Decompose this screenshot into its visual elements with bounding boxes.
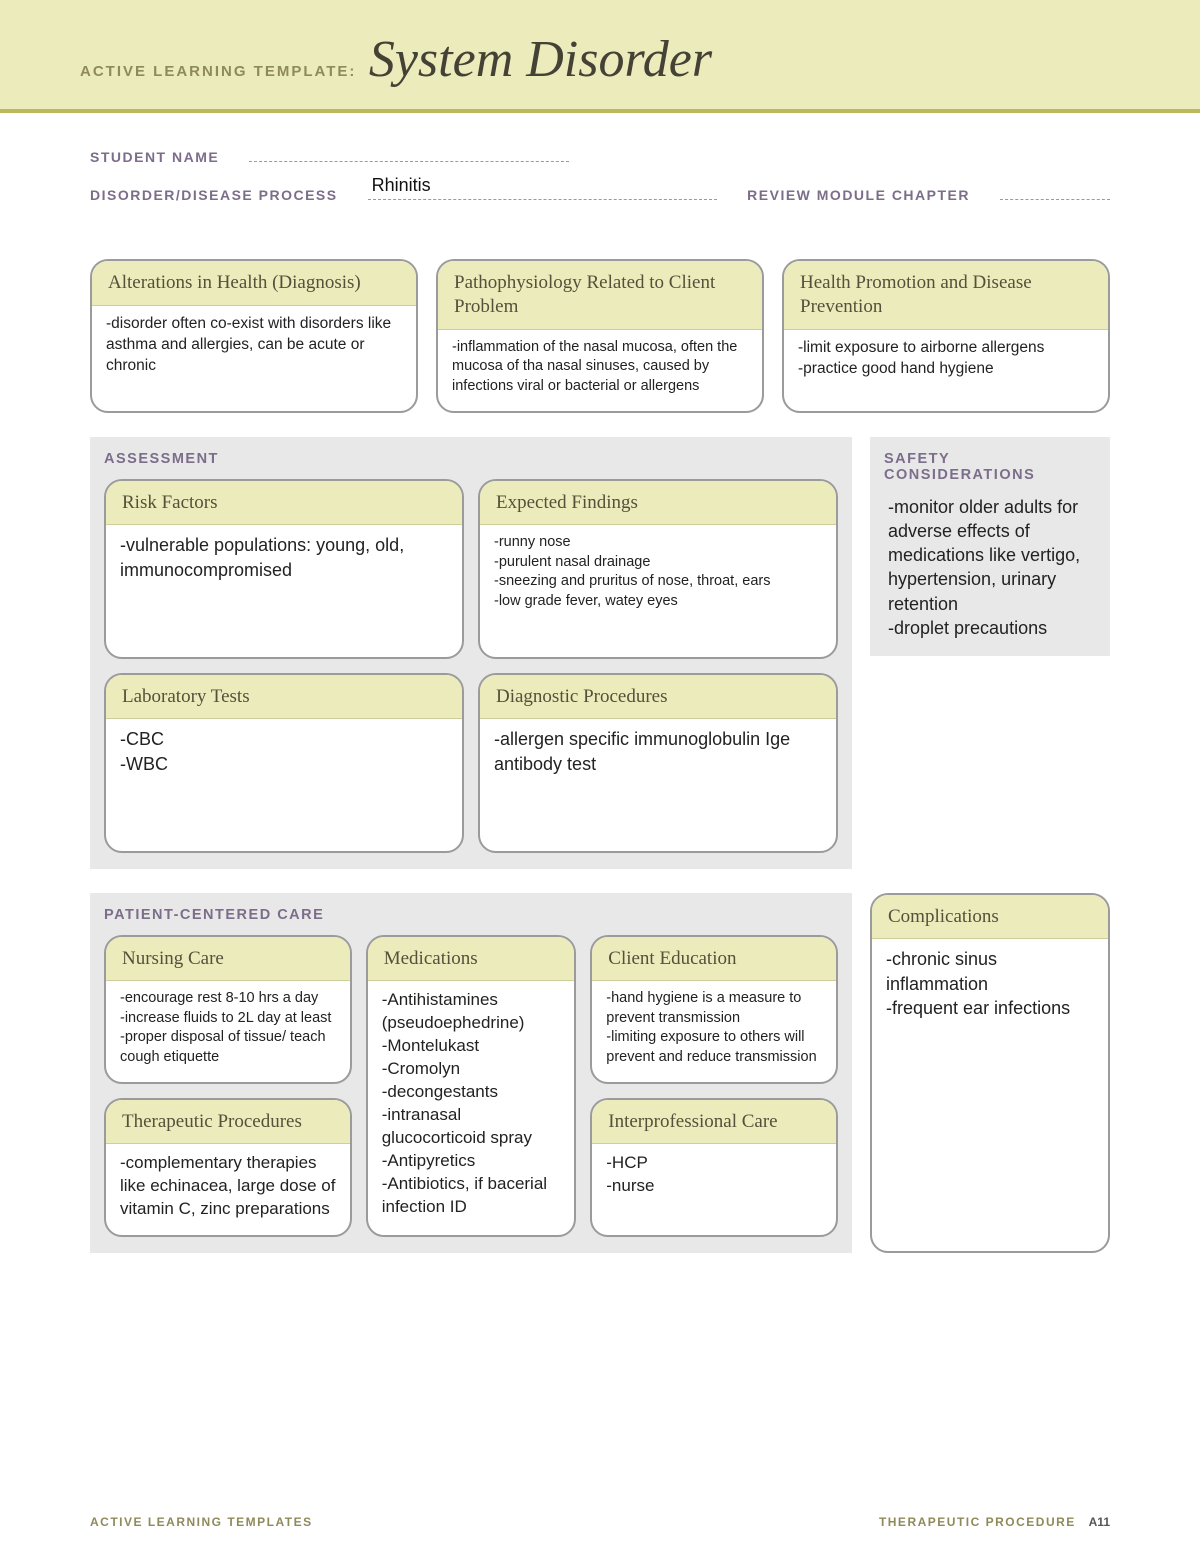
pcc-label: PATIENT-CENTERED CARE bbox=[104, 907, 838, 923]
diagnostic-procedures-title: Diagnostic Procedures bbox=[480, 675, 836, 720]
client-education-body: -hand hygiene is a measure to prevent tr… bbox=[592, 981, 836, 1081]
pcc-section: PATIENT-CENTERED CARE Nursing Care -enco… bbox=[90, 893, 852, 1254]
nursing-care-title: Nursing Care bbox=[106, 937, 350, 982]
pathophysiology-card: Pathophysiology Related to Client Proble… bbox=[436, 259, 764, 412]
complications-column: Complications -chronic sinus inflammatio… bbox=[870, 893, 1110, 1254]
pcc-col-2: Medications -Antihistamines (pseudoephed… bbox=[366, 935, 577, 1238]
disorder-label: DISORDER/DISEASE PROCESS bbox=[90, 187, 338, 203]
expected-findings-card: Expected Findings -runny nose -purulent … bbox=[478, 479, 838, 659]
fields-block: STUDENT NAME DISORDER/DISEASE PROCESS Rh… bbox=[0, 113, 1200, 239]
pathophysiology-body: -inflammation of the nasal mucosa, often… bbox=[438, 330, 762, 411]
disorder-review-row: DISORDER/DISEASE PROCESS Rhinitis REVIEW… bbox=[90, 181, 1110, 203]
footer-right: THERAPEUTIC PROCEDURE A11 bbox=[879, 1515, 1110, 1529]
header-title: System Disorder bbox=[369, 31, 712, 88]
pcc-complications-row: PATIENT-CENTERED CARE Nursing Care -enco… bbox=[0, 869, 1200, 1254]
footer-page-no: A11 bbox=[1089, 1515, 1110, 1529]
nursing-care-card: Nursing Care -encourage rest 8-10 hrs a … bbox=[104, 935, 352, 1084]
laboratory-tests-title: Laboratory Tests bbox=[106, 675, 462, 720]
student-name-label: STUDENT NAME bbox=[90, 149, 219, 165]
risk-factors-title: Risk Factors bbox=[106, 481, 462, 526]
interprofessional-care-card: Interprofessional Care -HCP -nurse bbox=[590, 1098, 838, 1238]
disorder-line[interactable]: Rhinitis bbox=[368, 181, 718, 200]
review-line[interactable] bbox=[1000, 181, 1110, 200]
medications-body: -Antihistamines (pseudoephedrine) -Monte… bbox=[368, 981, 575, 1232]
assessment-label: ASSESSMENT bbox=[104, 451, 838, 467]
health-promotion-title: Health Promotion and Disease Prevention bbox=[784, 261, 1108, 330]
pathophysiology-title: Pathophysiology Related to Client Proble… bbox=[438, 261, 762, 330]
laboratory-tests-card: Laboratory Tests -CBC -WBC bbox=[104, 673, 464, 853]
health-promotion-body: -limit exposure to airborne allergens -p… bbox=[784, 330, 1108, 394]
health-promotion-card: Health Promotion and Disease Prevention … bbox=[782, 259, 1110, 412]
client-education-title: Client Education bbox=[592, 937, 836, 982]
safety-body: -monitor older adults for adverse effect… bbox=[884, 495, 1096, 641]
footer-right-label: THERAPEUTIC PROCEDURE bbox=[879, 1515, 1076, 1529]
alterations-card: Alterations in Health (Diagnosis) -disor… bbox=[90, 259, 418, 412]
student-name-line[interactable] bbox=[249, 143, 569, 162]
assessment-safety-row: ASSESSMENT Risk Factors -vulnerable popu… bbox=[0, 423, 1200, 869]
interprofessional-care-title: Interprofessional Care bbox=[592, 1100, 836, 1145]
pcc-col-1: Nursing Care -encourage rest 8-10 hrs a … bbox=[104, 935, 352, 1238]
diagnostic-procedures-body: -allergen specific immunoglobulin Ige an… bbox=[480, 719, 836, 790]
header-band: ACTIVE LEARNING TEMPLATE: System Disorde… bbox=[0, 0, 1200, 113]
student-name-row: STUDENT NAME bbox=[90, 143, 1110, 165]
footer: ACTIVE LEARNING TEMPLATES THERAPEUTIC PR… bbox=[90, 1515, 1110, 1529]
interprofessional-care-body: -HCP -nurse bbox=[592, 1144, 836, 1212]
page: ACTIVE LEARNING TEMPLATE: System Disorde… bbox=[0, 0, 1200, 1553]
top-row: Alterations in Health (Diagnosis) -disor… bbox=[0, 239, 1200, 422]
therapeutic-procedures-body: -complementary therapies like echinacea,… bbox=[106, 1144, 350, 1235]
disorder-value: Rhinitis bbox=[372, 175, 431, 196]
header-prefix: ACTIVE LEARNING TEMPLATE: bbox=[80, 63, 356, 80]
assessment-grid: Risk Factors -vulnerable populations: yo… bbox=[104, 479, 838, 853]
expected-findings-title: Expected Findings bbox=[480, 481, 836, 526]
nursing-care-body: -encourage rest 8-10 hrs a day -increase… bbox=[106, 981, 350, 1081]
risk-factors-card: Risk Factors -vulnerable populations: yo… bbox=[104, 479, 464, 659]
review-label: REVIEW MODULE CHAPTER bbox=[747, 187, 970, 203]
medications-title: Medications bbox=[368, 937, 575, 982]
laboratory-tests-body: -CBC -WBC bbox=[106, 719, 462, 790]
therapeutic-procedures-title: Therapeutic Procedures bbox=[106, 1100, 350, 1145]
expected-findings-body: -runny nose -purulent nasal drainage -sn… bbox=[480, 525, 836, 625]
assessment-section: ASSESSMENT Risk Factors -vulnerable popu… bbox=[90, 437, 852, 869]
complications-card: Complications -chronic sinus inflammatio… bbox=[870, 893, 1110, 1254]
footer-left: ACTIVE LEARNING TEMPLATES bbox=[90, 1515, 313, 1529]
diagnostic-procedures-card: Diagnostic Procedures -allergen specific… bbox=[478, 673, 838, 853]
complications-body: -chronic sinus inflammation -frequent ea… bbox=[872, 939, 1108, 1034]
safety-section: SAFETY CONSIDERATIONS -monitor older adu… bbox=[870, 437, 1110, 657]
therapeutic-procedures-card: Therapeutic Procedures -complementary th… bbox=[104, 1098, 352, 1238]
alterations-title: Alterations in Health (Diagnosis) bbox=[92, 261, 416, 306]
alterations-body: -disorder often co-exist with disorders … bbox=[92, 306, 416, 391]
safety-label: SAFETY CONSIDERATIONS bbox=[884, 451, 1096, 483]
client-education-card: Client Education -hand hygiene is a meas… bbox=[590, 935, 838, 1084]
pcc-col-3: Client Education -hand hygiene is a meas… bbox=[590, 935, 838, 1238]
medications-card: Medications -Antihistamines (pseudoephed… bbox=[366, 935, 577, 1238]
pcc-grid: Nursing Care -encourage rest 8-10 hrs a … bbox=[104, 935, 838, 1238]
complications-title: Complications bbox=[872, 895, 1108, 940]
risk-factors-body: -vulnerable populations: young, old, imm… bbox=[106, 525, 462, 596]
